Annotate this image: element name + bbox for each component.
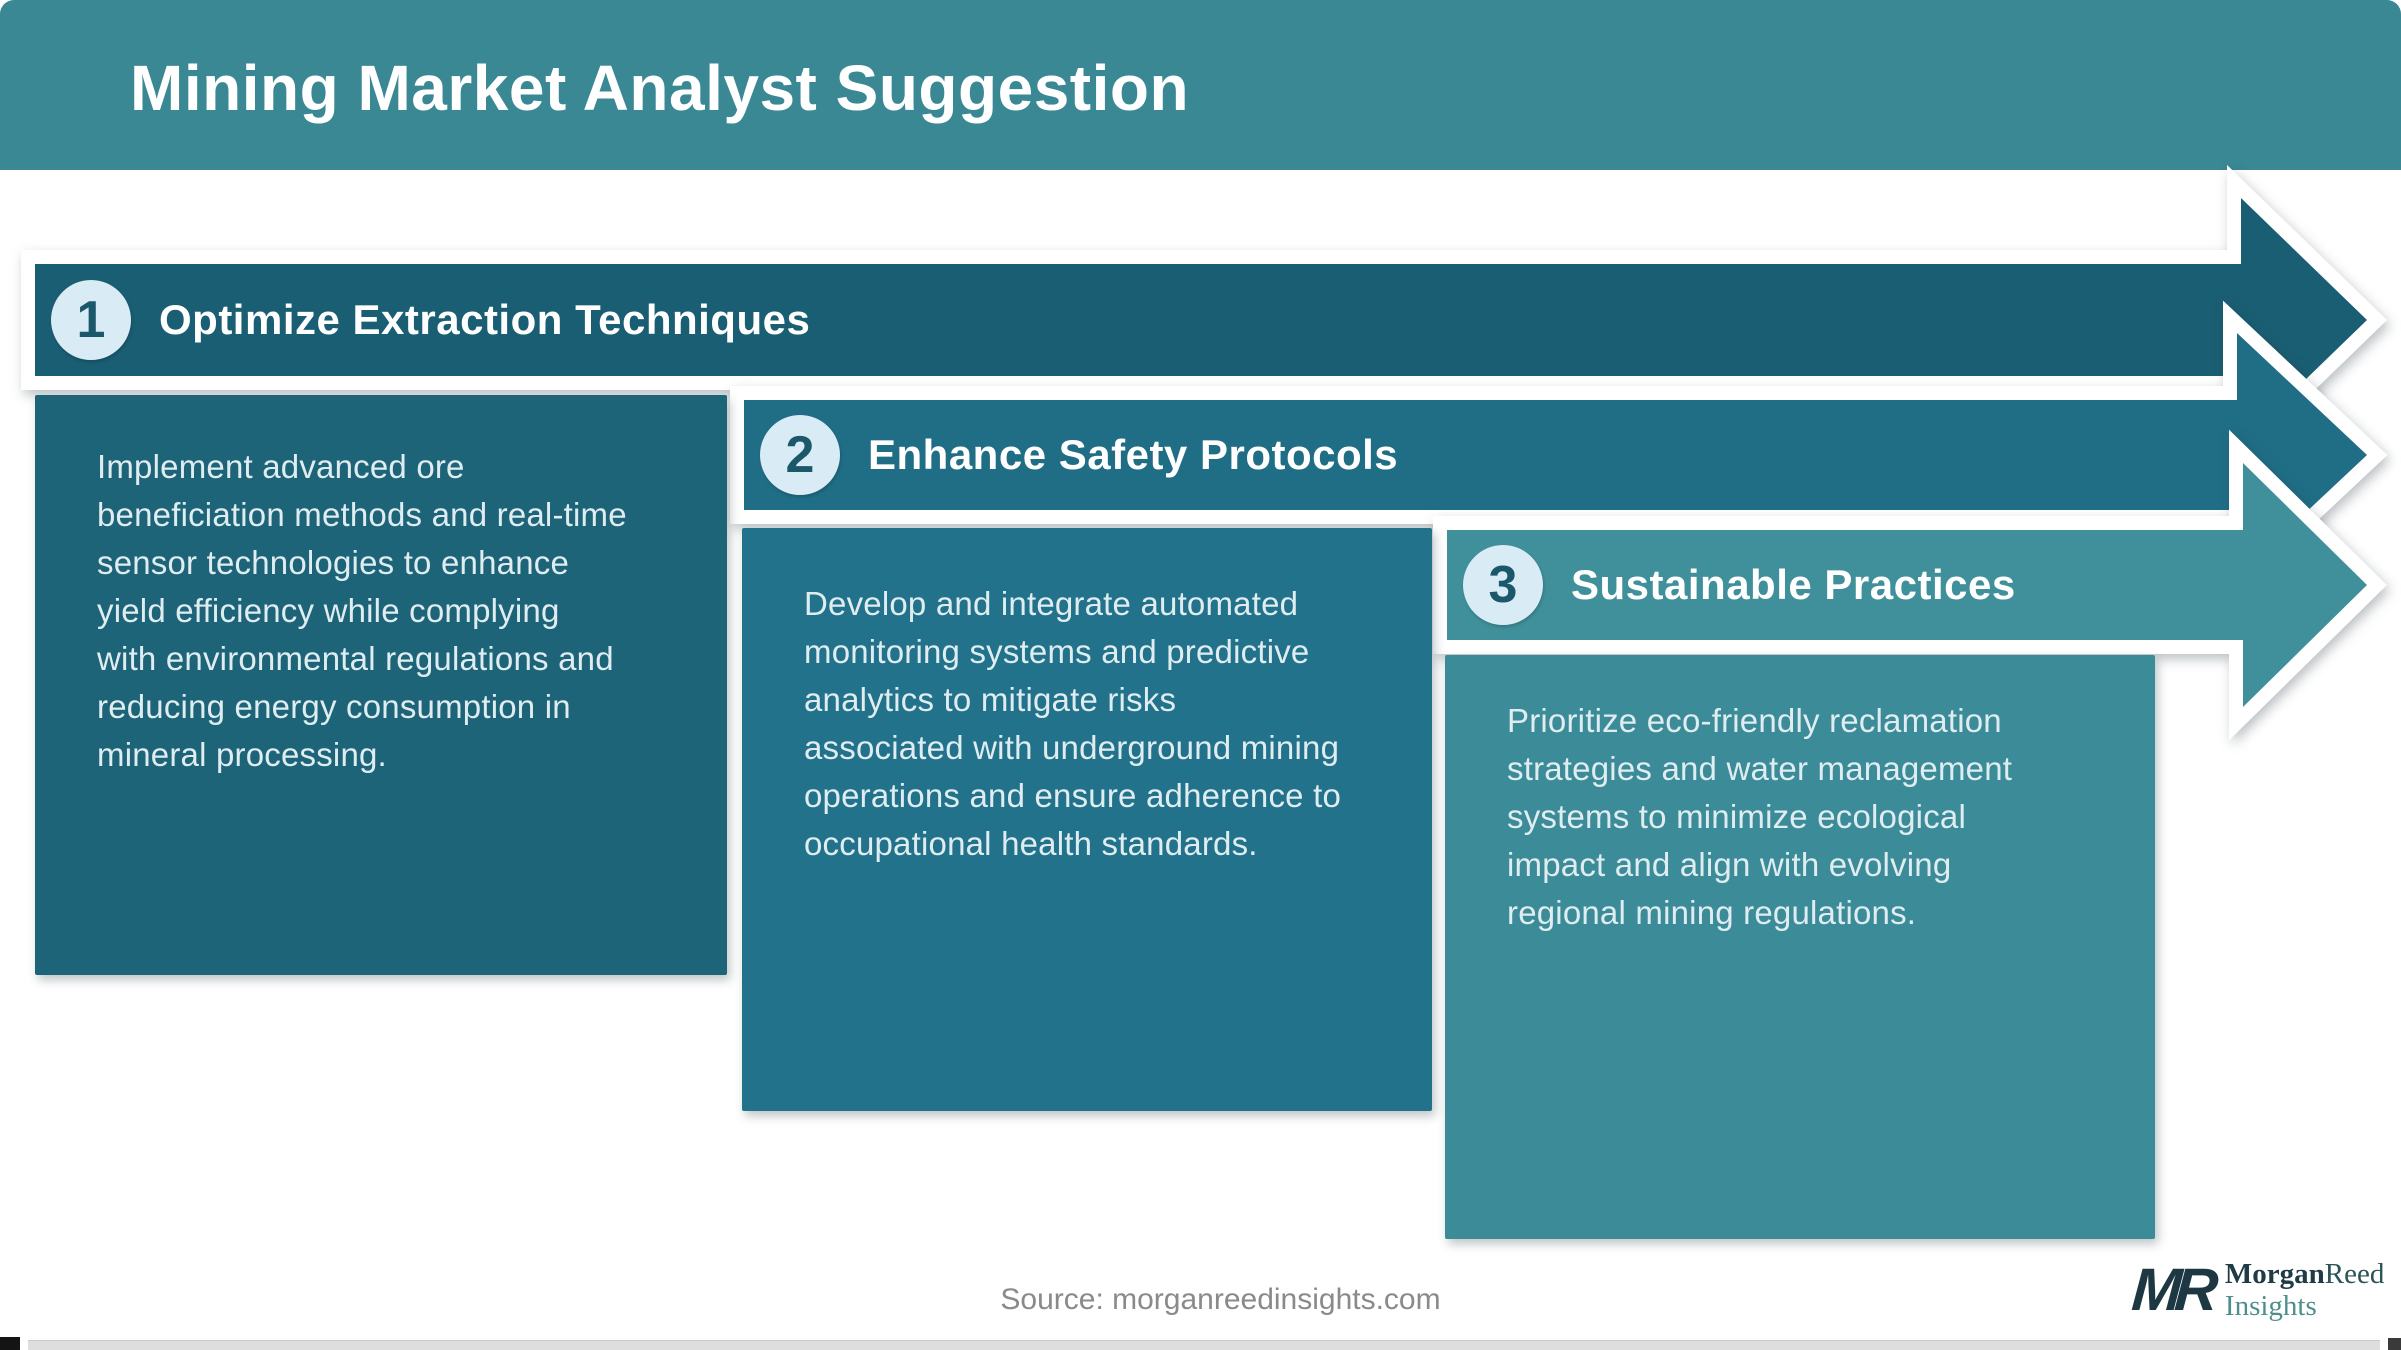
step-1-description-box: Implement advanced ore beneficiation met… [35,395,727,975]
logo-name-reed: Reed [2324,1258,2385,1290]
scrollbar-left-corner [0,1337,20,1350]
logo-text: MorganReed Insights [2225,1258,2384,1322]
step-1-title: Optimize Extraction Techniques [159,296,811,343]
source-caption: Source: morganreedinsights.com [1000,1283,1441,1316]
step-3-description-box: Prioritize eco-friendly reclamation stra… [1445,655,2155,1239]
step-3-arrow-shape [1433,429,2387,741]
logo-monogram: MR [2129,1256,2214,1323]
step-3-description: Prioritize eco-friendly reclamation stra… [1507,702,2013,931]
step-1-banner: 1 Optimize Extraction Techniques [35,264,2206,376]
step-3-title: Sustainable Practices [1571,561,2016,608]
logo-tagline: Insights [2224,1290,2317,1322]
logo-name-morgan: Morgan [2224,1258,2325,1290]
step-3-banner: 3 Sustainable Practices [1447,530,2243,640]
step-3-number-badge: 3 [1463,545,1543,625]
step-1-description: Implement advanced ore beneficiation met… [97,448,627,773]
step-1-number: 1 [76,291,106,349]
step-2-description: Develop and integrate automated monitori… [804,585,1342,862]
brand-logo: MR MorganReed Insights [2129,1256,2385,1323]
horizontal-scrollbar-track[interactable] [28,1340,2380,1350]
step-2-description-box: Develop and integrate automated monitori… [742,528,1432,1111]
page-title: Mining Market Analyst Suggestion [130,52,1190,124]
step-3-arrow-polygon [1433,429,2387,741]
step-3-number: 3 [1488,556,1518,614]
logo-name: MorganReed [2225,1258,2384,1290]
step-2-number: 2 [785,426,815,484]
step-2-number-badge: 2 [760,415,840,495]
step-2-banner: 2 Enhance Safety Protocols [744,400,2237,510]
header-bar: Mining Market Analyst Suggestion [0,0,2401,170]
step-1-number-badge: 1 [51,280,131,360]
step-2-title: Enhance Safety Protocols [868,431,1399,478]
scrollbar-right-corner [2388,1338,2401,1350]
